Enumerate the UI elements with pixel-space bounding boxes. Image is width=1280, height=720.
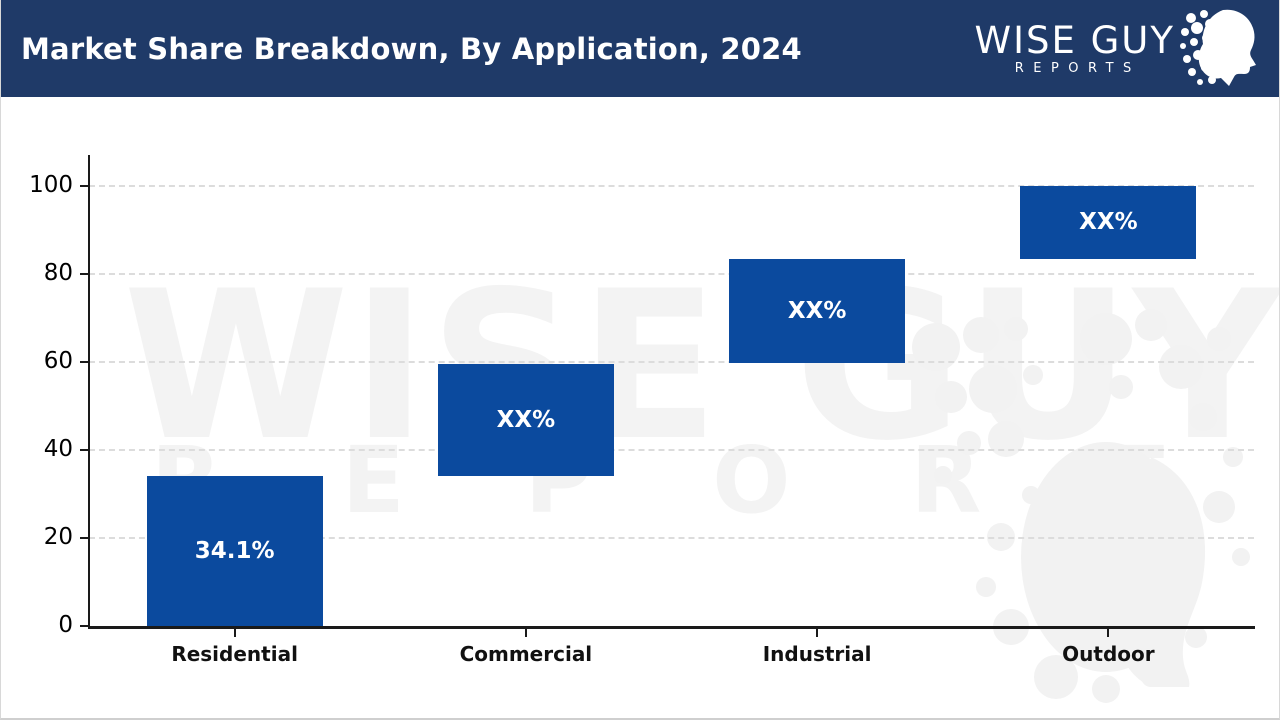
x-tick-mark	[816, 628, 819, 637]
y-tick-mark	[80, 361, 89, 364]
y-gridline	[89, 361, 1254, 364]
y-tick-label: 100	[29, 172, 73, 199]
logo-head-icon	[1180, 9, 1256, 86]
bar-outdoor: XX%	[1020, 186, 1197, 259]
chart-area: WISE GUY R E P O R T S 0 20 40 60 80 100 34.1%…	[1, 97, 1280, 718]
chart-title: Market Share Breakdown, By Application, …	[21, 31, 802, 66]
x-category-label: Outdoor	[1062, 642, 1155, 666]
y-tick-label: 60	[43, 348, 73, 375]
logo-wordmark-sub: REPORTS	[1014, 61, 1141, 76]
bar-commercial: XX%	[437, 363, 614, 476]
bar-value-label: 34.1%	[194, 537, 275, 564]
logo-wordmark-main: WISE GUY	[974, 19, 1175, 62]
wiseguy-logo: WISE GUY REPORTS	[975, 6, 1261, 92]
y-tick-mark	[80, 537, 89, 539]
bar-value-label: XX%	[787, 297, 847, 324]
y-tick-mark	[80, 273, 89, 276]
watermark-wordmark: WISE GUY	[123, 248, 1280, 486]
y-tick-mark	[80, 625, 89, 627]
y-gridline	[89, 537, 1254, 539]
y-axis-line	[88, 155, 90, 628]
y-gridline	[89, 185, 1254, 188]
logo-wordmark: WISE GUY REPORTS	[975, 22, 1175, 75]
y-tick-label: 40	[43, 436, 73, 463]
y-tick-mark	[80, 449, 89, 452]
y-gridline	[89, 449, 1254, 452]
x-tick-mark	[233, 628, 236, 637]
x-category-label: Industrial	[762, 642, 872, 666]
bar-value-label: XX%	[1079, 209, 1138, 236]
y-tick-label: 20	[43, 524, 73, 550]
y-tick-label: 80	[43, 260, 73, 287]
x-tick-mark	[524, 628, 527, 637]
x-axis-line	[88, 626, 1255, 629]
y-tick-mark	[80, 185, 89, 188]
bar-residential: 34.1%	[146, 475, 323, 626]
y-tick-label: 0	[58, 612, 73, 638]
x-tick-mark	[1107, 628, 1110, 637]
watermark-head-dots-icon	[912, 309, 1250, 703]
x-category-label: Residential	[171, 642, 298, 666]
header-bar: Market Share Breakdown, By Application, …	[1, 0, 1279, 97]
bar-industrial: XX%	[729, 258, 906, 363]
y-gridline	[89, 273, 1254, 276]
x-category-label: Commercial	[459, 642, 593, 666]
bar-value-label: XX%	[496, 406, 556, 433]
